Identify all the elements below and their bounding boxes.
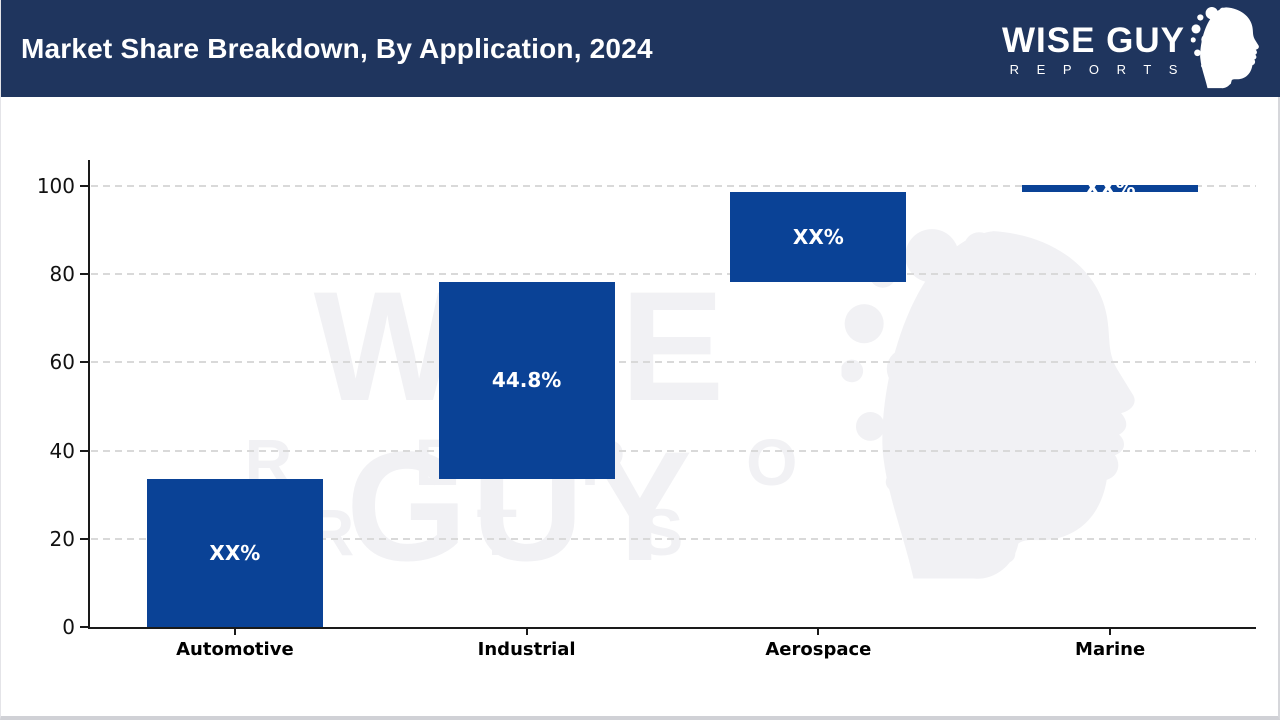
logo-wordmark: WISE GUY: [1001, 20, 1185, 60]
bar-value-label-marine: XX%: [1084, 176, 1136, 201]
gridline-y100: [91, 185, 1256, 187]
bar-value-label-automotive: XX%: [209, 541, 261, 566]
x-tick-industrial: [525, 629, 528, 635]
y-tick-100: [80, 185, 89, 187]
x-tick-automotive: [233, 629, 236, 635]
bar-value-label-aerospace: XX%: [792, 224, 844, 249]
y-tick-20: [80, 537, 89, 540]
y-tick-label-80: 80: [49, 262, 75, 287]
x-tick-label-aerospace: Aerospace: [765, 639, 872, 660]
gridline-y60: [91, 361, 1256, 364]
x-tick-label-automotive: Automotive: [176, 639, 294, 660]
y-axis-line: [88, 160, 90, 629]
y-tick-label-20: 20: [49, 526, 75, 551]
header-bar: Market Share Breakdown, By Application, …: [1, 0, 1280, 97]
x-tick-marine: [1109, 629, 1112, 635]
logo-text: WISE GUY R E P O R T S: [1001, 20, 1185, 77]
x-tick-aerospace: [817, 629, 820, 635]
y-tick-label-100: 100: [36, 174, 75, 198]
logo-subtext: R E P O R T S: [1009, 61, 1185, 77]
y-tick-label-40: 40: [49, 438, 75, 463]
bar-marine: [1022, 185, 1199, 192]
y-tick-label-60: 60: [49, 350, 75, 375]
bar-industrial: [438, 281, 615, 480]
y-tick-0: [80, 626, 89, 628]
gridline-y20: [91, 537, 1256, 540]
x-tick-label-industrial: Industrial: [477, 639, 576, 660]
wiseguy-logo: WISE GUY R E P O R T S: [1002, 4, 1271, 94]
y-tick-80: [80, 273, 89, 276]
gridline-y80: [91, 273, 1256, 276]
gridline-y40: [91, 449, 1256, 452]
bar-automotive: [146, 479, 323, 627]
page-title: Market Share Breakdown, By Application, …: [21, 32, 653, 64]
x-tick-label-marine: Marine: [1075, 639, 1146, 660]
x-axis-line: [88, 627, 1256, 629]
y-tick-label-0: 0: [62, 615, 75, 639]
y-tick-40: [80, 449, 89, 452]
bar-value-label-industrial: 44.8%: [491, 368, 562, 393]
y-tick-60: [80, 361, 89, 364]
